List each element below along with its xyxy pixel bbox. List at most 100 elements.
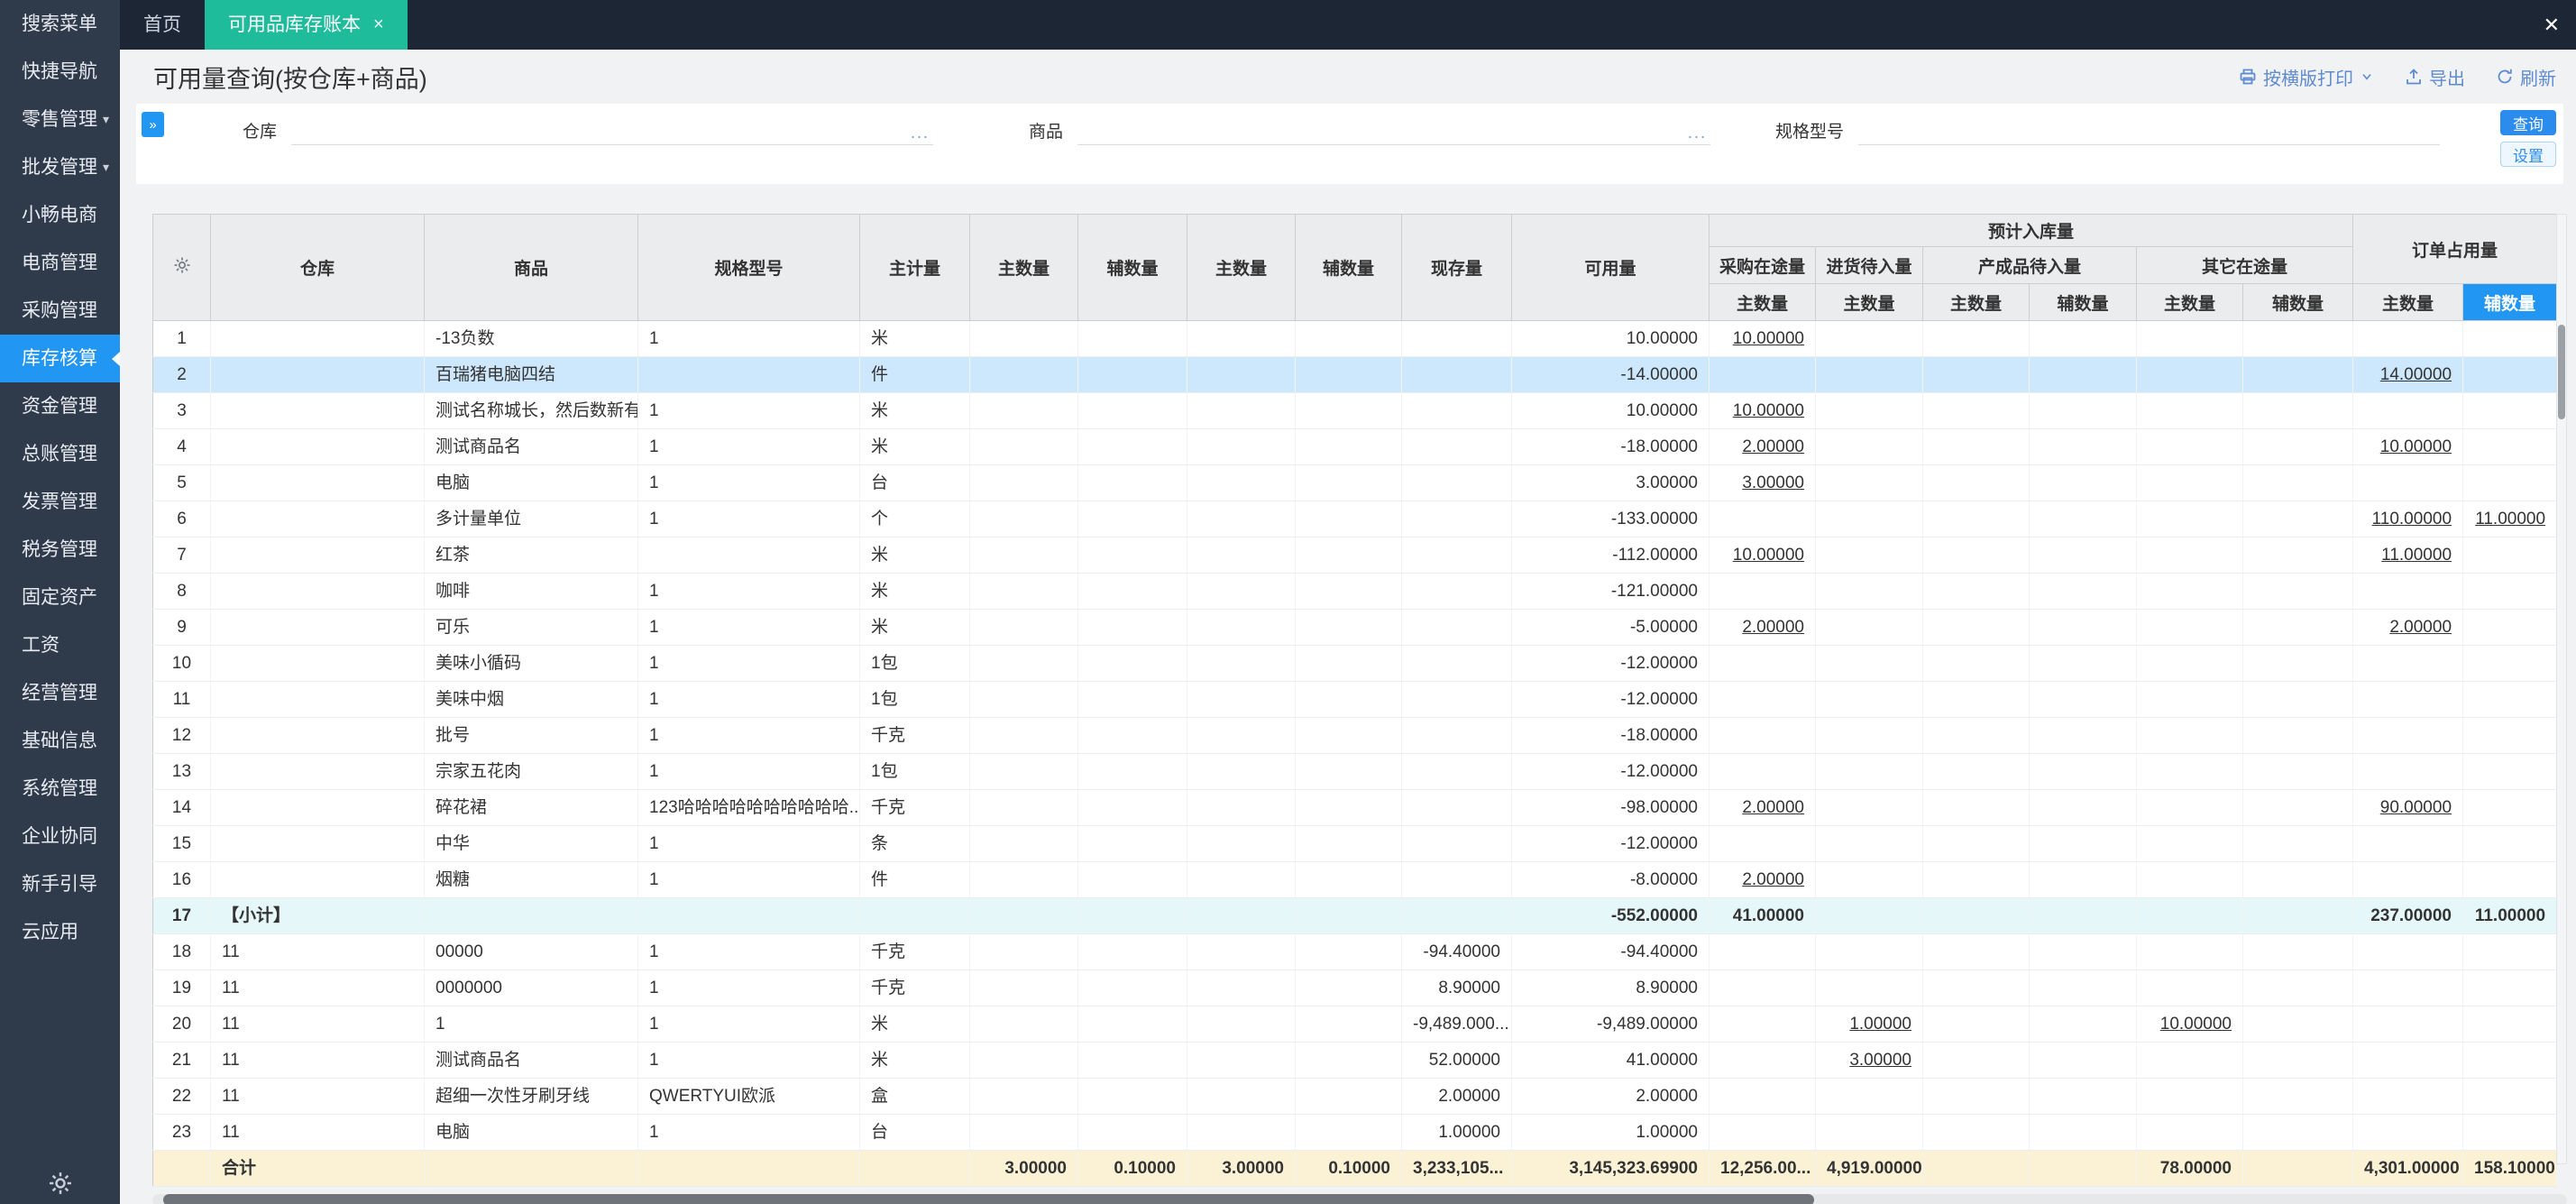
group-header-order-occupied[interactable]: 订单占用量 — [2352, 214, 2558, 284]
table-row[interactable]: 15 中华 1 条 -12.00000 — [152, 825, 2558, 862]
settings-button[interactable]: 设置 — [2500, 142, 2556, 167]
sidebar-item-purchase-mgmt[interactable]: 采购管理 — [0, 287, 120, 335]
cell-order-occupied-main[interactable]: 10.00000 — [2352, 428, 2464, 465]
sidebar-item-inventory-accounting[interactable]: 库存核算 — [0, 335, 120, 382]
sidebar-item-payroll[interactable]: 工资 — [0, 621, 120, 669]
subgroup-header[interactable]: 产成品待入量 — [1922, 246, 2137, 284]
cell-order-occupied-main[interactable]: 2.00000 — [2352, 609, 2464, 646]
product-input[interactable]: ... — [1077, 120, 1711, 145]
col-header-warehouse[interactable]: 仓库 — [210, 214, 425, 321]
cell-purchase-transit[interactable]: 2.00000 — [1709, 861, 1816, 898]
window-close-icon[interactable]: ✕ — [2543, 14, 2560, 36]
cell-incoming-pending[interactable]: 1.00000 — [1815, 1006, 1923, 1043]
table-row[interactable]: 19 11 0000000 1 千克 8.90000 8.90000 — [152, 970, 2558, 1006]
cell-purchase-transit[interactable]: 2.00000 — [1709, 789, 1816, 826]
table-row[interactable]: 9 可乐 1 米 -5.00000 2.00000 2.00000 — [152, 609, 2558, 646]
table-row[interactable]: 10 美味小循码 1 1包 -12.00000 — [152, 645, 2558, 682]
warehouse-input[interactable]: ... — [291, 120, 934, 145]
subgroup-header[interactable]: 进货待入量 — [1815, 246, 1923, 284]
tab-home[interactable]: 首页 — [143, 14, 181, 35]
col-header-finished-pending-aux[interactable]: 辅数量 — [2029, 283, 2137, 321]
sidebar-item-basic-info[interactable]: 基础信息 — [0, 717, 120, 765]
table-row[interactable]: 16 烟糖 1 件 -8.00000 2.00000 — [152, 861, 2558, 898]
product-lookup-button[interactable]: ... — [1688, 124, 1708, 142]
subgroup-header[interactable]: 采购在途量 — [1709, 246, 1816, 284]
sidebar-item-funds-mgmt[interactable]: 资金管理 — [0, 382, 120, 430]
export-button[interactable]: 导出 — [2405, 64, 2465, 90]
column-settings-gear-icon[interactable] — [152, 214, 211, 321]
sidebar-item-business-mgmt[interactable]: 经营管理 — [0, 669, 120, 717]
cell-purchase-transit[interactable]: 10.00000 — [1709, 320, 1816, 357]
sidebar-item-invoice-mgmt[interactable]: 发票管理 — [0, 478, 120, 526]
col-header-aux-qty-1[interactable]: 辅数量 — [1077, 214, 1187, 321]
subgroup-header[interactable]: 其它在途量 — [2135, 246, 2354, 284]
table-row[interactable]: 13 宗家五花肉 1 1包 -12.00000 — [152, 753, 2558, 790]
col-header-other-transit-main[interactable]: 主数量 — [2136, 283, 2243, 321]
horizontal-scrollbar-thumb[interactable] — [163, 1194, 1814, 1204]
print-landscape-button[interactable]: 按横版打印 — [2239, 64, 2374, 90]
query-button[interactable]: 查询 — [2500, 110, 2556, 135]
col-header-main-qty-1[interactable]: 主数量 — [969, 214, 1078, 321]
sidebar-item-general-ledger[interactable]: 总账管理 — [0, 430, 120, 478]
vertical-scrollbar[interactable] — [2556, 214, 2567, 1164]
warehouse-lookup-button[interactable]: ... — [911, 124, 930, 142]
cell-purchase-transit[interactable]: 10.00000 — [1709, 392, 1816, 429]
col-header-unit[interactable]: 主计量 — [859, 214, 970, 321]
col-header-product[interactable]: 商品 — [424, 214, 638, 321]
table-row[interactable]: 7 红茶 米 -112.00000 10.00000 11.00000 — [152, 537, 2558, 574]
cell-order-occupied-main[interactable]: 11.00000 — [2352, 537, 2464, 574]
col-header-available-qty[interactable]: 可用量 — [1511, 214, 1710, 321]
col-header-order-occupied-aux[interactable]: 辅数量 — [2462, 283, 2558, 321]
cell-purchase-transit[interactable]: 3.00000 — [1709, 464, 1816, 501]
col-header-finished-pending-main[interactable]: 主数量 — [1922, 283, 2030, 321]
table-row[interactable]: 1 -13负数 1 米 10.00000 10.00000 — [152, 320, 2558, 357]
cell-order-occupied-main[interactable]: 90.00000 — [2352, 789, 2464, 826]
col-header-purchase-transit[interactable]: 主数量 — [1709, 283, 1816, 321]
sidebar-settings-gear-icon[interactable] — [0, 1171, 120, 1200]
tab-available-stock-ledger[interactable]: 可用品库存账本 × — [205, 0, 408, 50]
sidebar-item-tax-mgmt[interactable]: 税务管理 — [0, 526, 120, 574]
subtotal-row[interactable]: 17 【小计】 -552.00000 41.00000 237.00000 11.0000… — [152, 897, 2558, 934]
cell-purchase-transit[interactable]: 2.00000 — [1709, 609, 1816, 646]
sidebar-item-system-mgmt[interactable]: 系统管理 — [0, 765, 120, 813]
sidebar-item-search-menu[interactable]: 搜索菜单 — [0, 0, 120, 48]
table-row[interactable]: 6 多计量单位 1 个 -133.00000 110.00000 11.00000 — [152, 501, 2558, 538]
col-header-stock-qty[interactable]: 现存量 — [1401, 214, 1512, 321]
refresh-button[interactable]: 刷新 — [2496, 64, 2556, 90]
col-header-spec[interactable]: 规格型号 — [637, 214, 860, 321]
sidebar-item-xiaochang-ecom[interactable]: 小畅电商 — [0, 191, 120, 239]
vertical-scrollbar-thumb[interactable] — [2558, 325, 2565, 419]
col-header-other-transit-aux[interactable]: 辅数量 — [2241, 283, 2354, 321]
col-header-incoming-pending[interactable]: 主数量 — [1815, 283, 1923, 321]
table-row[interactable]: 4 测试商品名 1 米 -18.00000 2.00000 10.00000 — [152, 428, 2558, 465]
table-row[interactable]: 11 美味中烟 1 1包 -12.00000 — [152, 681, 2558, 718]
col-header-main-qty-2[interactable]: 主数量 — [1187, 214, 1296, 321]
table-row[interactable]: 5 电脑 1 台 3.00000 3.00000 — [152, 464, 2558, 501]
table-row[interactable]: 18 11 00000 1 千克 -94.40000 -94.40000 — [152, 933, 2558, 970]
table-row[interactable]: 2 百瑞猪电脑四结 件 -14.00000 14.00000 — [152, 356, 2558, 393]
sidebar-item-fixed-assets[interactable]: 固定资产 — [0, 574, 120, 621]
table-row[interactable]: 12 批号 1 千克 -18.00000 — [152, 717, 2558, 754]
group-header-expected-inbound[interactable]: 预计入库量 — [1708, 214, 2354, 247]
cell-other-transit-main[interactable]: 10.00000 — [2136, 1006, 2243, 1043]
cell-purchase-transit[interactable]: 10.00000 — [1709, 537, 1816, 574]
col-header-order-occupied-main[interactable]: 主数量 — [2352, 283, 2464, 321]
cell-order-occupied-main[interactable]: 14.00000 — [2352, 356, 2464, 393]
sidebar-item-cloud-apps[interactable]: 云应用 — [0, 908, 120, 956]
cell-order-occupied-aux[interactable]: 11.00000 — [2462, 501, 2558, 538]
sidebar-item-wholesale-mgmt[interactable]: 批发管理 ▾ — [0, 143, 120, 191]
sidebar-item-enterprise-collab[interactable]: 企业协同 — [0, 813, 120, 860]
cell-order-occupied-main[interactable]: 110.00000 — [2352, 501, 2464, 538]
collapse-filters-button[interactable]: » — [142, 112, 164, 137]
col-header-aux-qty-2[interactable]: 辅数量 — [1295, 214, 1402, 321]
sidebar-item-beginner-guide[interactable]: 新手引导 — [0, 860, 120, 908]
cell-purchase-transit[interactable]: 2.00000 — [1709, 428, 1816, 465]
spec-input[interactable] — [1858, 120, 2441, 145]
table-row[interactable]: 14 碎花裙 123哈哈哈哈哈哈哈哈哈哈... 千克 -98.00000 2.00000 9… — [152, 789, 2558, 826]
table-row[interactable]: 21 11 测试商品名 1 米 52.00000 41.00000 3.00000 — [152, 1042, 2558, 1079]
sidebar-item-quick-nav[interactable]: 快捷导航 — [0, 48, 120, 96]
sidebar-item-retail-mgmt[interactable]: 零售管理 ▾ — [0, 96, 120, 143]
sidebar-item-ecom-mgmt[interactable]: 电商管理 — [0, 239, 120, 287]
table-row[interactable]: 22 11 超细一次性牙刷牙线 QWERTYUI欧派盒 2.00000 2.00000 — [152, 1078, 2558, 1115]
